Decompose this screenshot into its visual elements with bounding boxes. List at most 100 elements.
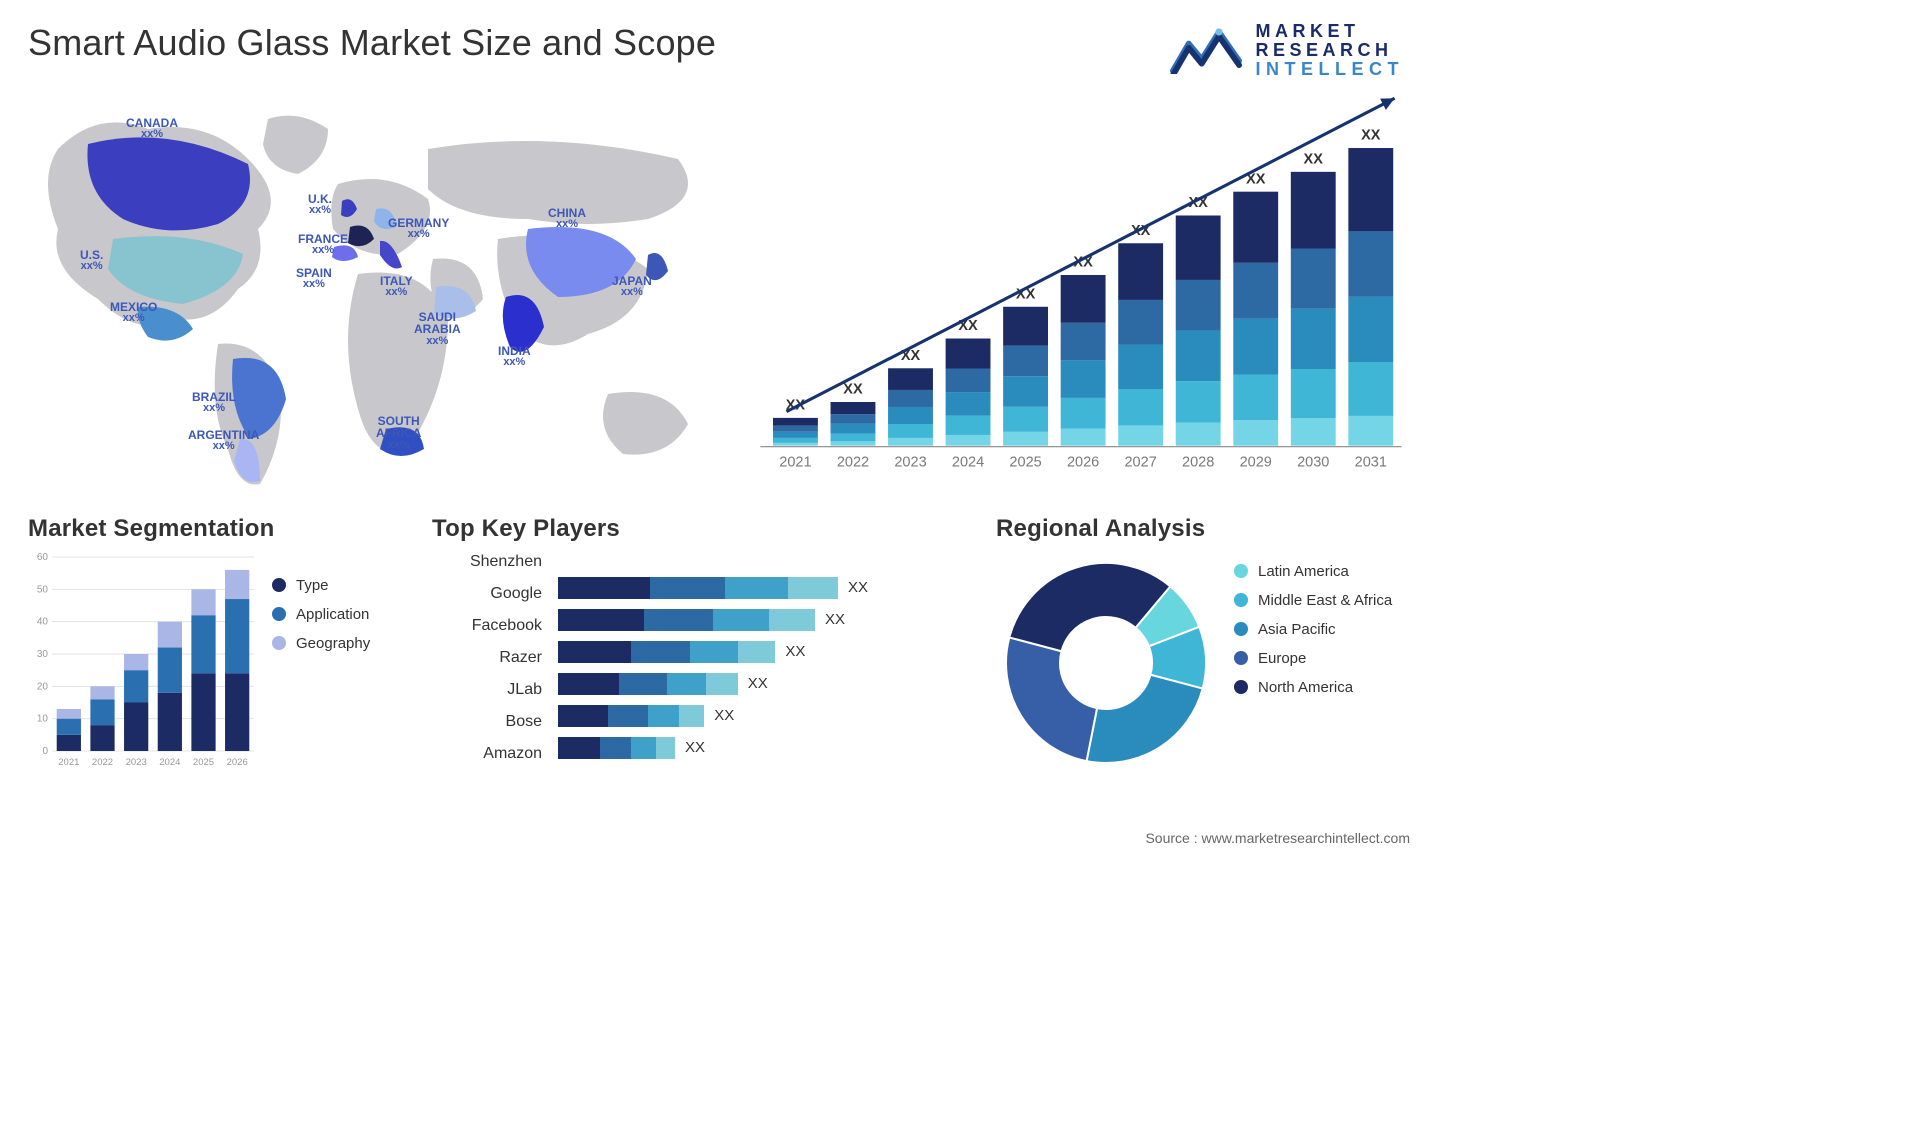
player-bar-segment [608,705,648,727]
map-country-label: INDIAxx% [498,345,531,369]
player-name-label: Google [490,583,542,605]
regional-section: Regional Analysis Latin America Middle Ea… [996,515,1412,805]
seg-bar-segment [90,699,114,725]
legend-label: Middle East & Africa [1258,592,1392,609]
player-bar-segment [558,737,600,759]
growth-bar-segment [1118,425,1163,445]
growth-bar-segment [773,425,818,431]
lower-sections: Market Segmentation 01020304050602021202… [28,515,1412,805]
player-bar-row: XX [558,737,972,759]
seg-bar-segment [158,647,182,692]
seg-y-tick: 10 [37,713,49,724]
seg-bar-segment [57,718,81,734]
seg-x-label: 2022 [92,757,113,768]
regional-title: Regional Analysis [996,515,1412,543]
seg-bar-segment [124,670,148,702]
segmentation-section: Market Segmentation 01020304050602021202… [28,515,408,805]
seg-x-label: 2025 [193,757,214,768]
growth-bar-segment [1003,345,1048,376]
growth-bar-segment [1003,406,1048,431]
player-bar-value: XX [825,611,845,628]
player-bar [558,673,738,695]
growth-bar-segment [831,433,876,441]
growth-bar-value: XX [1361,127,1381,143]
regional-legend-item: Latin America [1234,563,1392,580]
legend-dot [272,578,286,592]
growth-bar-segment [773,418,818,426]
seg-bar-segment [191,589,215,615]
growth-bar-segment [888,438,933,446]
player-bar-value: XX [848,579,868,596]
player-bar-row: XX [558,673,972,695]
seg-x-label: 2026 [227,757,248,768]
segmentation-chart: 0102030405060202120222023202420252026 [28,551,258,781]
legend-label: Asia Pacific [1258,621,1336,638]
legend-label: Latin America [1258,563,1349,580]
donut-slice [1006,637,1097,761]
top-players-area: ShenzhenGoogleFacebookRazerJLabBoseAmazo… [432,551,972,765]
growth-bar-segment [1003,376,1048,407]
player-bar-segment [650,577,725,599]
page-title: Smart Audio Glass Market Size and Scope [28,18,716,64]
brand-logo-mark [1170,26,1242,74]
segmentation-title: Market Segmentation [28,515,408,543]
brand-logo: MARKET RESEARCH INTELLECT [1170,18,1413,79]
legend-dot [272,636,286,650]
growth-bar-segment [1291,418,1336,445]
growth-x-label: 2021 [779,454,811,470]
player-name-label: Razer [499,647,542,669]
player-bar-segment [713,609,769,631]
map-country-label: SOUTHAFRICAxx% [376,415,421,452]
seg-bar-segment [57,735,81,751]
header-row: Smart Audio Glass Market Size and Scope … [28,18,1412,79]
top-players-title: Top Key Players [432,515,972,543]
growth-bar-segment [1176,330,1221,381]
growth-bar-segment [1176,215,1221,279]
player-name-label: JLab [507,679,542,701]
seg-bar-segment [191,673,215,751]
growth-bar-chart: XX2021XX2022XX2023XX2024XX2025XX2026XX20… [748,89,1412,489]
regional-donut [996,551,1216,771]
seg-y-tick: 50 [37,584,49,595]
growth-bar-segment [946,415,991,434]
growth-bar-segment [773,438,818,443]
map-country-label: U.K.xx% [308,193,332,217]
seg-bar-segment [124,654,148,670]
player-bar-segment [644,609,713,631]
player-bar-segment [788,577,838,599]
map-country-label: SAUDIARABIAxx% [414,311,461,348]
segmentation-legend-item: Type [272,577,370,594]
growth-bar-segment [1348,231,1393,296]
growth-bar-segment [773,431,818,437]
map-country-label: ITALYxx% [380,275,413,299]
player-bar-segment [667,673,707,695]
legend-dot [272,607,286,621]
donut-slice [1087,674,1203,762]
seg-x-label: 2023 [126,757,147,768]
player-bar-row: XX [558,609,972,631]
growth-bar-segment [1003,431,1048,445]
growth-bar-segment [946,368,991,392]
seg-y-tick: 20 [37,681,49,692]
growth-bar-segment [1233,318,1278,374]
regional-legend-item: Europe [1234,650,1392,667]
growth-bar-segment [946,392,991,416]
regional-legend-item: North America [1234,679,1392,696]
seg-x-label: 2021 [58,757,79,768]
seg-bar-segment [158,621,182,647]
growth-bar-segment [1291,172,1336,249]
growth-bar-segment [831,441,876,445]
growth-bar-segment [1348,416,1393,446]
seg-bar-segment [225,673,249,751]
map-country-label: FRANCExx% [298,233,348,257]
growth-bar-segment [1233,191,1278,262]
player-name-label: Shenzhen [470,551,542,573]
player-bar-row: XX [558,641,972,663]
map-country-label: MEXICOxx% [110,301,157,325]
player-bar [558,609,815,631]
growth-bar-segment [773,443,818,446]
seg-y-tick: 0 [42,746,48,757]
map-country-label: GERMANYxx% [388,217,449,241]
map-country-label: U.S.xx% [80,249,103,273]
map-country-label: ARGENTINAxx% [188,429,259,453]
